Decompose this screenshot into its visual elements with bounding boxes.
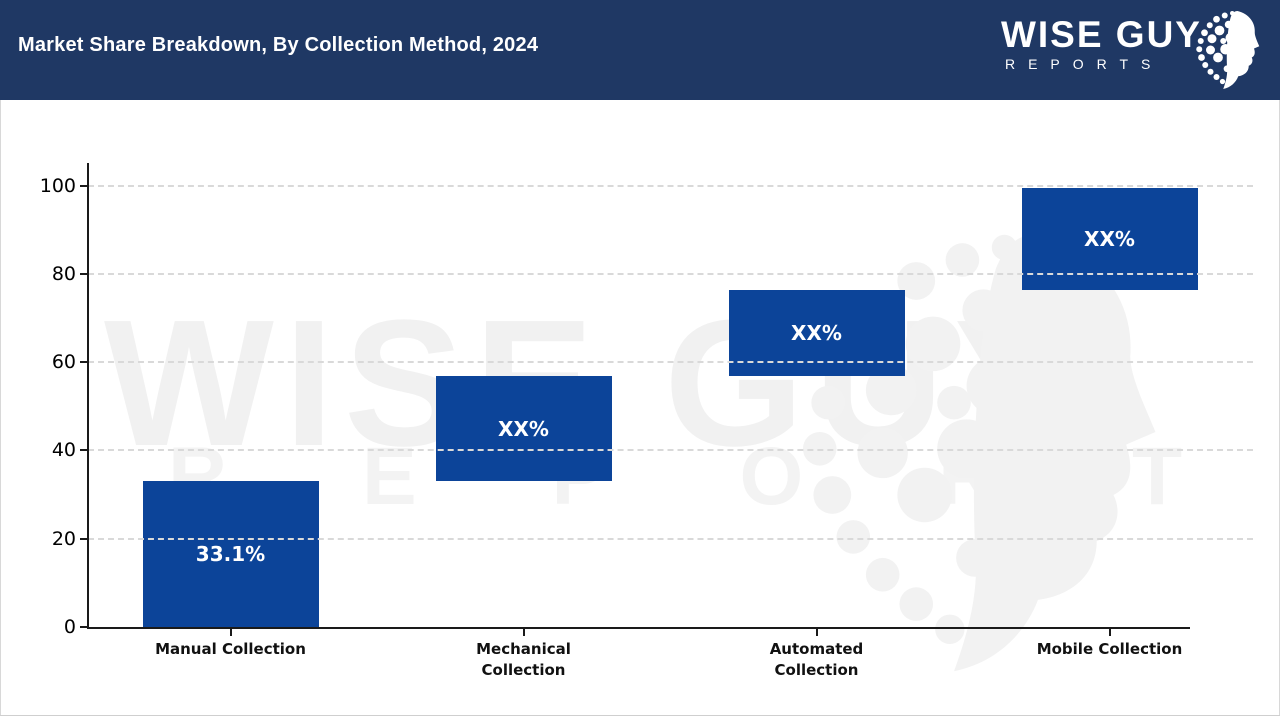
bar-segment: 33.1%: [142, 480, 319, 627]
y-tick-mark: [80, 361, 87, 364]
x-axis-line: [87, 627, 1190, 629]
bar-value-label: XX%: [791, 321, 842, 346]
wiseguy-head-icon: [1188, 8, 1266, 92]
gridline: [88, 272, 1253, 275]
x-tick-mark: [815, 629, 818, 636]
logo-wordmark: WISE GUY: [1000, 14, 1202, 55]
y-tick-label: 100: [39, 174, 76, 197]
logo-subtitle: REPORTS: [1004, 56, 1164, 72]
y-tick-label: 40: [51, 439, 76, 462]
gridline: [88, 537, 1253, 540]
y-axis-line: [87, 163, 89, 629]
y-tick-label: 0: [63, 616, 76, 638]
x-tick-mark: [1108, 629, 1111, 636]
x-tick-mark: [229, 629, 232, 636]
bar-value-label: 33.1%: [195, 541, 266, 566]
x-category-label: Mechanical Collection: [476, 640, 571, 679]
y-tick-mark: [80, 449, 87, 452]
waterfall-chart: WISE GUY R E P O R T S 33.1%XX%XX%XX%020…: [0, 100, 1280, 720]
page-border-bottom: [0, 715, 1280, 716]
y-tick-label: 60: [51, 351, 76, 374]
wiseguy-logo: WISE GUY REPORTS: [1000, 14, 1202, 73]
gridline: [88, 449, 1253, 452]
y-tick-label: 80: [51, 262, 76, 285]
gridline: [88, 361, 1253, 364]
y-tick-mark: [80, 184, 87, 187]
y-tick-label: 20: [51, 527, 76, 550]
bar-segment: XX%: [435, 376, 612, 481]
x-category-label: Manual Collection: [155, 640, 306, 658]
y-tick-mark: [80, 537, 87, 540]
header-bar: Market Share Breakdown, By Collection Me…: [0, 0, 1280, 100]
x-category-label: Automated Collection: [769, 640, 864, 679]
x-tick-mark: [522, 629, 525, 636]
bar-segment: XX%: [728, 290, 905, 377]
bar-value-label: XX%: [1084, 226, 1135, 251]
y-tick-mark: [80, 272, 87, 275]
gridline: [88, 184, 1253, 187]
x-category-label: Mobile Collection: [1036, 640, 1183, 658]
page-border-left: [0, 100, 1, 716]
chart-title: Market Share Breakdown, By Collection Me…: [18, 34, 539, 56]
bar-value-label: XX%: [498, 416, 549, 441]
y-tick-mark: [80, 626, 87, 628]
